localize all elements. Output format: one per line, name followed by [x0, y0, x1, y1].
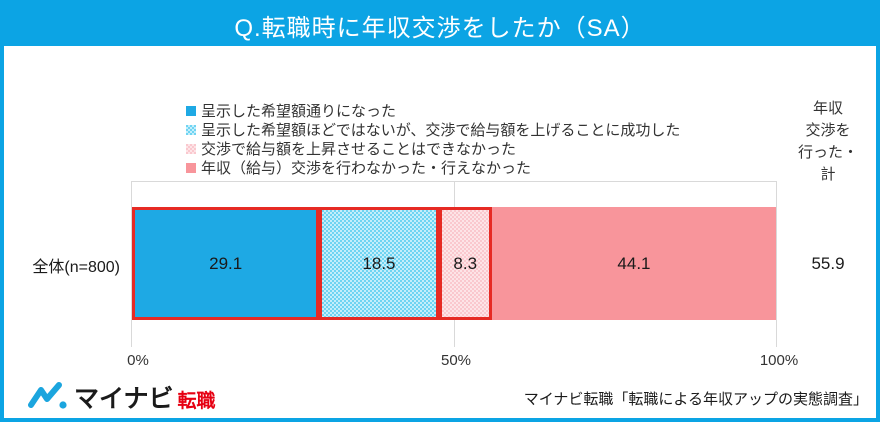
logo-text: マイナビ	[74, 385, 174, 413]
bar-segment-value: 29.1	[209, 253, 243, 273]
bar-segment-value: 8.3	[453, 253, 478, 273]
mynavi-logo: マイナビ 転職	[28, 380, 216, 414]
title-banner: Q.転職時に年収交渉をしたか（SA）	[4, 4, 876, 46]
legend-item: 呈示した希望額ほどではないが、交渉で給与額を上げることに成功した	[186, 121, 680, 140]
bar-segment-value: 44.1	[617, 253, 651, 273]
legend-swatch-icon	[186, 106, 196, 116]
bar-segment-value: 18.5	[362, 253, 396, 273]
page-title: Q.転職時に年収交渉をしたか（SA）	[234, 14, 646, 42]
total-column-header: 年収 交渉を 行った・ 計	[797, 100, 858, 183]
logo-suffix: 転職	[177, 391, 216, 412]
bar-segment: 18.5	[319, 207, 439, 320]
legend-swatch-icon	[186, 163, 196, 173]
total-value: 55.9	[811, 254, 845, 273]
legend-item: 年収（給与）交渉を行わなかった・行えなかった	[186, 159, 680, 178]
legend-label: 呈示した希望額ほどではないが、交渉で給与額を上げることに成功した	[201, 122, 681, 139]
bar-segment: 8.3	[438, 207, 492, 320]
plot-area: 29.1 18.5 8.3 44.1	[131, 181, 777, 347]
category-label: 全体(n=800)	[32, 259, 120, 276]
x-tick-50: 50%	[440, 352, 472, 369]
x-tick-100: 100%	[759, 352, 799, 369]
x-axis: 0% 50% 100%	[4, 352, 876, 374]
legend-label: 年収（給与）交渉を行わなかった・行えなかった	[201, 160, 532, 177]
legend-label: 交渉で給与額を上昇させることはできなかった	[201, 141, 517, 158]
chart-legend: 呈示した希望額通りになった 呈示した希望額ほどではないが、交渉で給与額を上げるこ…	[186, 102, 680, 178]
legend-label: 呈示した希望額通りになった	[201, 103, 397, 120]
bar-segment: 29.1	[132, 207, 320, 320]
source-citation: マイナビ転職「転職による年収アップの実態調査」	[523, 391, 868, 408]
legend-swatch-icon	[186, 125, 196, 135]
mynavi-zigzag-icon	[28, 382, 67, 409]
legend-item: 交渉で給与額を上昇させることはできなかった	[186, 140, 680, 159]
legend-item: 呈示した希望額通りになった	[186, 102, 680, 121]
bar-segments: 29.1 18.5 8.3 44.1	[132, 207, 776, 320]
x-tick-0: 0%	[127, 352, 149, 369]
bar-segment: 44.1	[491, 207, 776, 320]
legend-swatch-icon	[186, 144, 196, 154]
